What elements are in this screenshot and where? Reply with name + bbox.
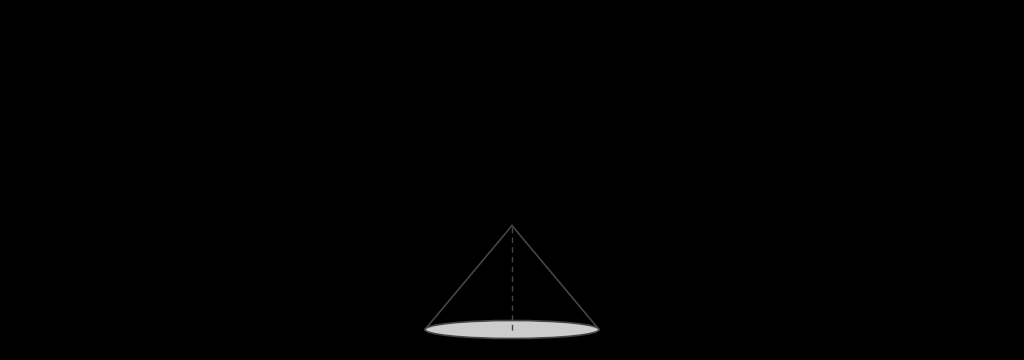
Text: $R$: $R$	[508, 339, 516, 351]
Ellipse shape	[425, 320, 599, 338]
Text: Ques 7.  A cone lies in a uniform electric field $E$ as shown in figure.  The el: Ques 7. A cone lies in a uniform electri…	[159, 25, 887, 44]
Text: the cone is: the cone is	[220, 84, 304, 98]
Text: $E$: $E$	[376, 262, 386, 275]
Text: Page 2: Page 2	[486, 150, 538, 164]
Text: $h$: $h$	[525, 274, 535, 288]
